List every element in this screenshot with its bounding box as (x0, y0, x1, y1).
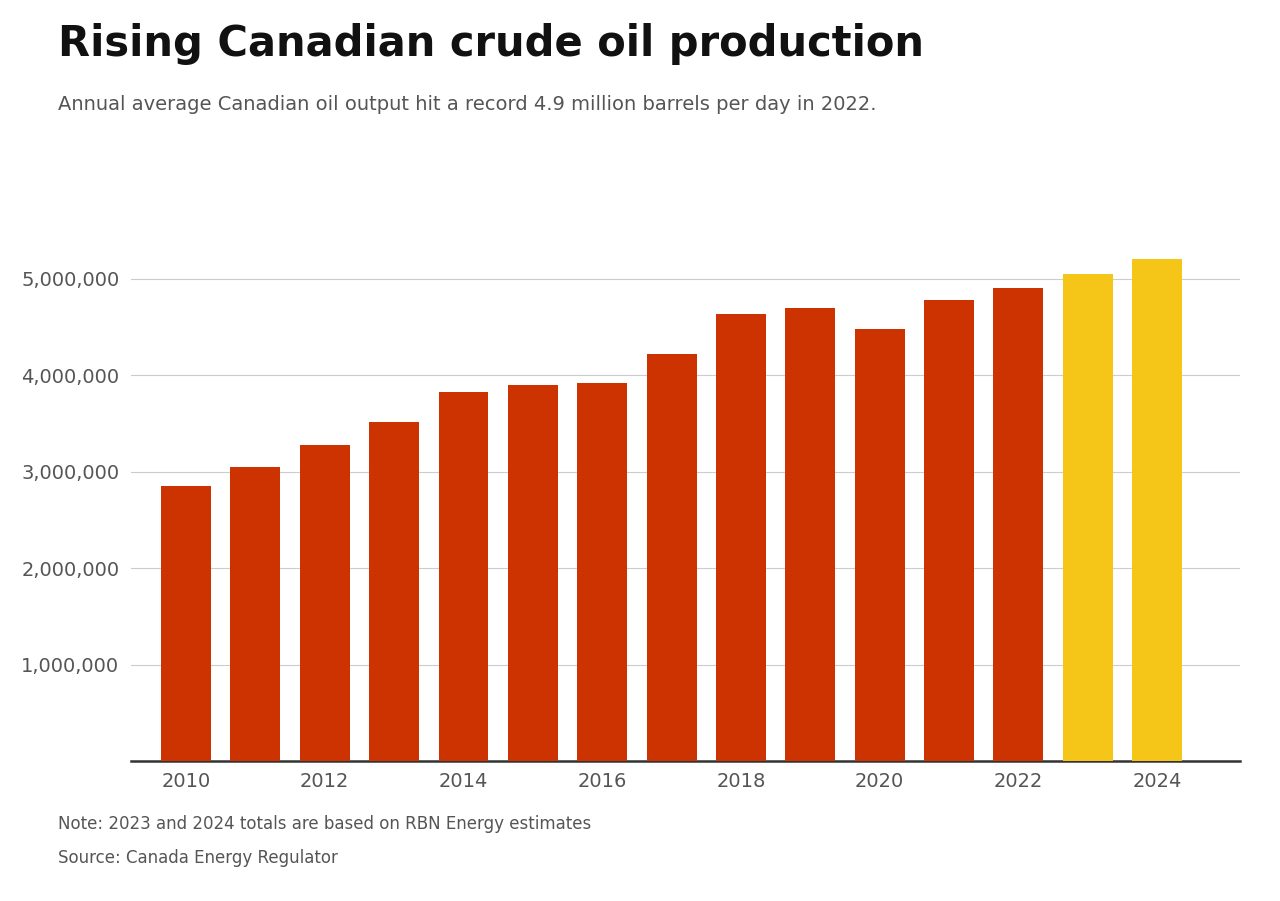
Bar (161, 487, 211, 761)
Bar (369, 422, 419, 761)
Bar (646, 354, 696, 761)
Bar (716, 314, 765, 761)
Text: Note: 2023 and 2024 totals are based on RBN Energy estimates: Note: 2023 and 2024 totals are based on … (58, 815, 591, 833)
Bar (577, 383, 627, 761)
Bar (439, 392, 489, 761)
Text: Rising Canadian crude oil production: Rising Canadian crude oil production (58, 23, 924, 65)
Bar (300, 445, 349, 761)
Bar (855, 329, 905, 761)
Bar (1132, 259, 1181, 761)
Bar (786, 307, 836, 761)
Bar (230, 467, 280, 761)
Bar (993, 288, 1043, 761)
Text: Source: Canada Energy Regulator: Source: Canada Energy Regulator (58, 849, 338, 867)
Bar (508, 385, 558, 761)
Bar (924, 300, 974, 761)
Bar (1062, 274, 1112, 761)
Text: Annual average Canadian oil output hit a record 4.9 million barrels per day in 2: Annual average Canadian oil output hit a… (58, 95, 876, 114)
